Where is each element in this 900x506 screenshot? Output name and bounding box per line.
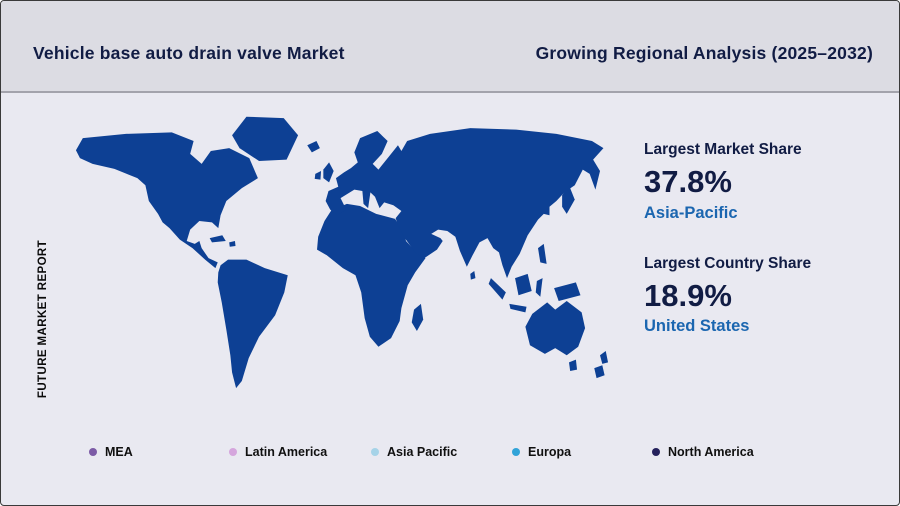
island-iceland	[307, 141, 320, 153]
island-greenland	[232, 116, 299, 161]
continent-eurasia	[325, 128, 604, 279]
legend-item-asia-pacific: Asia Pacific	[371, 445, 457, 459]
legend-dot-mea	[89, 448, 97, 456]
island-new-guinea	[554, 282, 581, 301]
legend-label: Asia Pacific	[387, 445, 458, 459]
world-map	[57, 101, 631, 401]
island-ireland	[314, 171, 322, 180]
island-sulawesi	[535, 278, 543, 297]
legend-item-europa: Europa	[512, 445, 571, 459]
stat-value: 18.9%	[644, 277, 732, 313]
stat-value: 37.8%	[644, 164, 732, 199]
island-cuba	[209, 235, 226, 243]
legend-item-north-america: North America	[652, 445, 754, 459]
title-left: Vehicle base auto drain valve Market	[33, 42, 345, 63]
stat-country-share: Largest Country Share 18.9% United State…	[644, 255, 879, 337]
legend-label: North America	[668, 445, 754, 459]
stats-panel: Largest Market Share 37.8% Asia-Pacific …	[644, 141, 879, 336]
continent-south-america	[217, 259, 288, 389]
main-area: FUTURE MARKET REPORT	[1, 93, 899, 505]
island-philippines	[538, 243, 547, 264]
brand-watermark: FUTURE MARKET REPORT	[37, 239, 49, 399]
legend: MEA Latin America Asia Pacific Europa No…	[1, 445, 899, 469]
legend-dot-north-america	[652, 448, 660, 456]
stat-region: Asia-Pacific	[644, 203, 738, 222]
island-hispaniola	[229, 241, 236, 247]
island-japan	[562, 185, 575, 214]
legend-label: Latin America	[245, 445, 328, 459]
stat-region: United States	[644, 317, 750, 336]
island-borneo	[515, 273, 532, 296]
stat-market-share: Largest Market Share 37.8% Asia-Pacific	[644, 141, 879, 223]
continent-australia	[525, 301, 586, 356]
stat-label: Largest Market Share	[644, 141, 802, 158]
legend-dot-latin-america	[229, 448, 237, 456]
continent-north-america	[75, 132, 258, 269]
legend-item-mea: MEA	[89, 445, 133, 459]
legend-label: Europa	[528, 445, 572, 459]
island-tasmania	[569, 359, 578, 371]
island-madagascar	[411, 303, 424, 331]
island-java	[509, 303, 527, 313]
legend-dot-europa	[512, 448, 520, 456]
legend-label: MEA	[105, 445, 133, 459]
legend-dot-asia-pacific	[371, 448, 379, 456]
continent-africa	[317, 203, 426, 347]
title-right: Growing Regional Analysis (2025–2032)	[535, 42, 873, 63]
island-sumatra	[488, 278, 506, 300]
island-great-britain	[323, 162, 334, 183]
island-sri-lanka	[470, 271, 476, 280]
world-map-svg	[75, 116, 609, 389]
island-new-zealand	[594, 351, 609, 379]
stat-label: Largest Country Share	[644, 254, 812, 272]
legend-item-latin-america: Latin America	[229, 445, 327, 459]
header: Vehicle base auto drain valve Market Gro…	[1, 1, 899, 93]
